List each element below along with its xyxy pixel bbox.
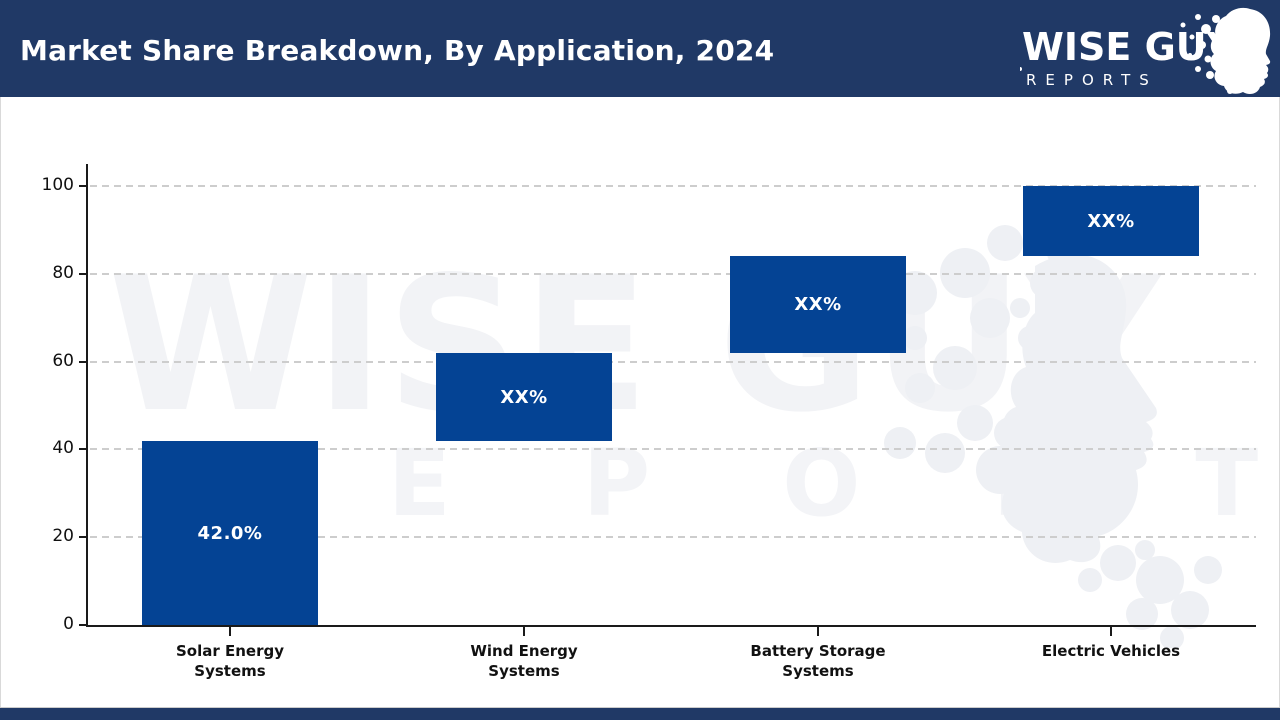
watermark-head-icon <box>884 222 1222 648</box>
gridline-60 <box>90 361 1256 363</box>
bar-2: XX% <box>436 353 612 441</box>
y-tick-label: 40 <box>52 438 74 458</box>
x-tick-3 <box>817 627 819 636</box>
y-tick-60 <box>79 361 86 363</box>
y-tick-label: 100 <box>41 175 74 195</box>
gridline-100 <box>90 185 1256 187</box>
logo-head-icon <box>1020 7 1271 95</box>
logo-subtext: REPORTS <box>1026 71 1158 89</box>
bar-4: XX% <box>1023 186 1199 256</box>
left-border <box>0 97 1 707</box>
footer-bar <box>0 707 1280 720</box>
x-tick-4 <box>1110 627 1112 636</box>
bar-1: 42.0% <box>142 441 318 625</box>
gridline-20 <box>90 536 1256 538</box>
x-category-label: Electric Vehicles <box>1041 642 1181 660</box>
wise-guy-reports-logo: WISE GUY REPORTS <box>1020 7 1271 95</box>
bar-value-label: XX% <box>1087 210 1135 232</box>
y-tick-label: 20 <box>52 526 74 546</box>
y-tick-0 <box>79 624 86 626</box>
x-axis-line <box>86 625 1256 627</box>
x-category-label: Battery Storage Systems <box>750 642 886 680</box>
bar-value-label: XX% <box>500 386 548 408</box>
y-tick-80 <box>79 273 86 275</box>
bar-value-label: XX% <box>794 294 842 315</box>
y-tick-label: 60 <box>52 351 74 371</box>
y-tick-label: 0 <box>63 614 74 634</box>
header-bar: Market Share Breakdown, By Application, … <box>0 0 1280 97</box>
y-tick-40 <box>79 448 86 450</box>
y-tick-label: 80 <box>52 263 74 283</box>
x-category-label: Wind Energy Systems <box>470 642 578 680</box>
x-tick-2 <box>523 627 525 636</box>
gridline-80 <box>90 273 1256 275</box>
x-tick-1 <box>229 627 231 636</box>
y-tick-20 <box>79 536 86 538</box>
chart-title: Market Share Breakdown, By Application, … <box>20 34 775 67</box>
y-tick-100 <box>79 185 86 187</box>
bar-3: XX% <box>730 256 906 353</box>
x-category-label: Solar Energy Systems <box>175 642 285 680</box>
gridline-40 <box>90 448 1256 450</box>
bar-value-label: 42.0% <box>197 522 263 544</box>
y-axis-line <box>86 164 88 627</box>
